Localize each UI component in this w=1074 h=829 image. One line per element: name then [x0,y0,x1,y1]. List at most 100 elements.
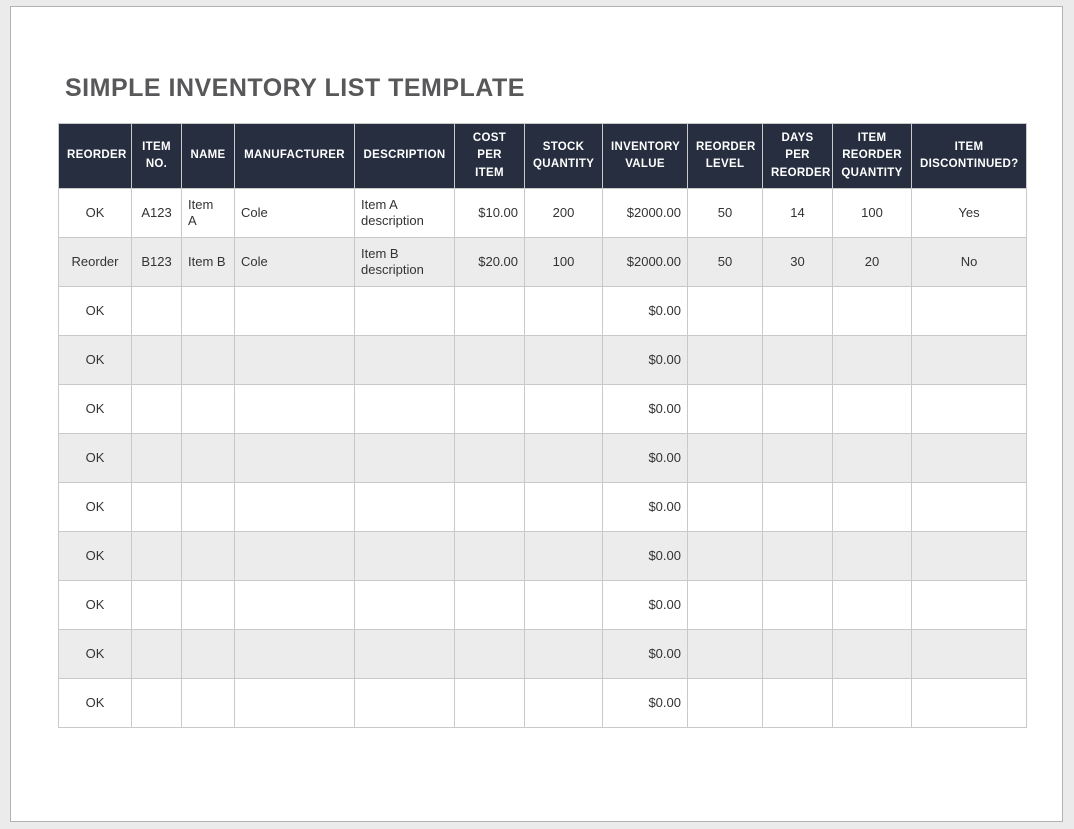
table-cell[interactable] [354,531,455,581]
table-cell[interactable] [181,286,235,336]
table-cell[interactable]: $10.00 [454,188,525,238]
table-cell[interactable]: OK [58,629,132,679]
table-cell[interactable] [911,335,1027,385]
table-cell[interactable] [454,286,525,336]
table-cell[interactable] [524,286,603,336]
table-cell[interactable] [454,678,525,728]
table-cell[interactable] [832,629,912,679]
table-cell[interactable] [234,580,355,630]
table-cell[interactable] [832,286,912,336]
table-cell[interactable] [687,482,763,532]
table-cell[interactable] [911,580,1027,630]
table-cell[interactable] [687,531,763,581]
table-cell[interactable] [454,531,525,581]
table-cell[interactable] [234,531,355,581]
table-cell[interactable] [687,335,763,385]
table-cell[interactable] [131,580,182,630]
table-cell[interactable]: Yes [911,188,1027,238]
table-cell[interactable]: B123 [131,237,182,287]
table-cell[interactable]: A123 [131,188,182,238]
table-cell[interactable] [687,678,763,728]
table-cell[interactable] [181,629,235,679]
table-cell[interactable] [911,629,1027,679]
table-cell[interactable] [832,335,912,385]
table-cell[interactable] [687,286,763,336]
table-cell[interactable] [354,335,455,385]
table-cell[interactable] [234,482,355,532]
table-cell[interactable] [354,433,455,483]
table-cell[interactable] [181,335,235,385]
table-cell[interactable] [354,678,455,728]
table-cell[interactable]: OK [58,482,132,532]
table-cell[interactable] [524,384,603,434]
table-cell[interactable] [181,678,235,728]
table-cell[interactable]: Cole [234,237,355,287]
table-cell[interactable] [181,531,235,581]
table-cell[interactable]: $2000.00 [602,237,688,287]
table-cell[interactable]: No [911,237,1027,287]
table-cell[interactable] [354,629,455,679]
table-cell[interactable] [131,433,182,483]
table-cell[interactable] [181,580,235,630]
table-cell[interactable] [181,384,235,434]
table-cell[interactable] [762,433,833,483]
table-cell[interactable] [181,433,235,483]
table-cell[interactable] [131,384,182,434]
table-cell[interactable] [762,335,833,385]
table-cell[interactable]: OK [58,433,132,483]
table-cell[interactable] [762,629,833,679]
table-cell[interactable] [762,286,833,336]
table-cell[interactable] [762,580,833,630]
table-cell[interactable] [354,384,455,434]
table-cell[interactable] [832,433,912,483]
table-cell[interactable] [234,433,355,483]
table-cell[interactable]: OK [58,384,132,434]
table-cell[interactable] [524,678,603,728]
table-cell[interactable] [911,433,1027,483]
table-cell[interactable] [354,286,455,336]
table-cell[interactable] [454,433,525,483]
table-cell[interactable]: $0.00 [602,286,688,336]
table-cell[interactable] [687,433,763,483]
table-cell[interactable] [524,335,603,385]
table-cell[interactable] [454,629,525,679]
table-cell[interactable]: OK [58,335,132,385]
table-cell[interactable] [131,531,182,581]
table-cell[interactable] [524,580,603,630]
table-cell[interactable]: Item A description [354,188,455,238]
table-cell[interactable]: Item A [181,188,235,238]
table-cell[interactable] [832,384,912,434]
table-cell[interactable] [454,580,525,630]
table-cell[interactable]: $0.00 [602,629,688,679]
table-cell[interactable]: 100 [524,237,603,287]
table-cell[interactable] [687,580,763,630]
table-cell[interactable] [911,482,1027,532]
table-cell[interactable] [131,629,182,679]
table-cell[interactable]: $20.00 [454,237,525,287]
table-cell[interactable]: 20 [832,237,912,287]
table-cell[interactable] [687,384,763,434]
table-cell[interactable]: Cole [234,188,355,238]
table-cell[interactable] [131,482,182,532]
table-cell[interactable]: Item B [181,237,235,287]
table-cell[interactable]: OK [58,531,132,581]
table-cell[interactable] [181,482,235,532]
table-cell[interactable]: 100 [832,188,912,238]
table-cell[interactable]: 50 [687,237,763,287]
table-cell[interactable]: $0.00 [602,580,688,630]
table-cell[interactable]: Item B description [354,237,455,287]
table-cell[interactable] [454,482,525,532]
table-cell[interactable] [911,286,1027,336]
table-cell[interactable] [524,433,603,483]
table-cell[interactable] [354,580,455,630]
table-cell[interactable] [131,335,182,385]
table-cell[interactable] [762,482,833,532]
table-cell[interactable] [234,384,355,434]
table-cell[interactable] [131,286,182,336]
table-cell[interactable]: 50 [687,188,763,238]
table-cell[interactable]: $0.00 [602,335,688,385]
table-cell[interactable] [832,580,912,630]
table-cell[interactable]: OK [58,678,132,728]
table-cell[interactable] [832,678,912,728]
table-cell[interactable]: OK [58,188,132,238]
